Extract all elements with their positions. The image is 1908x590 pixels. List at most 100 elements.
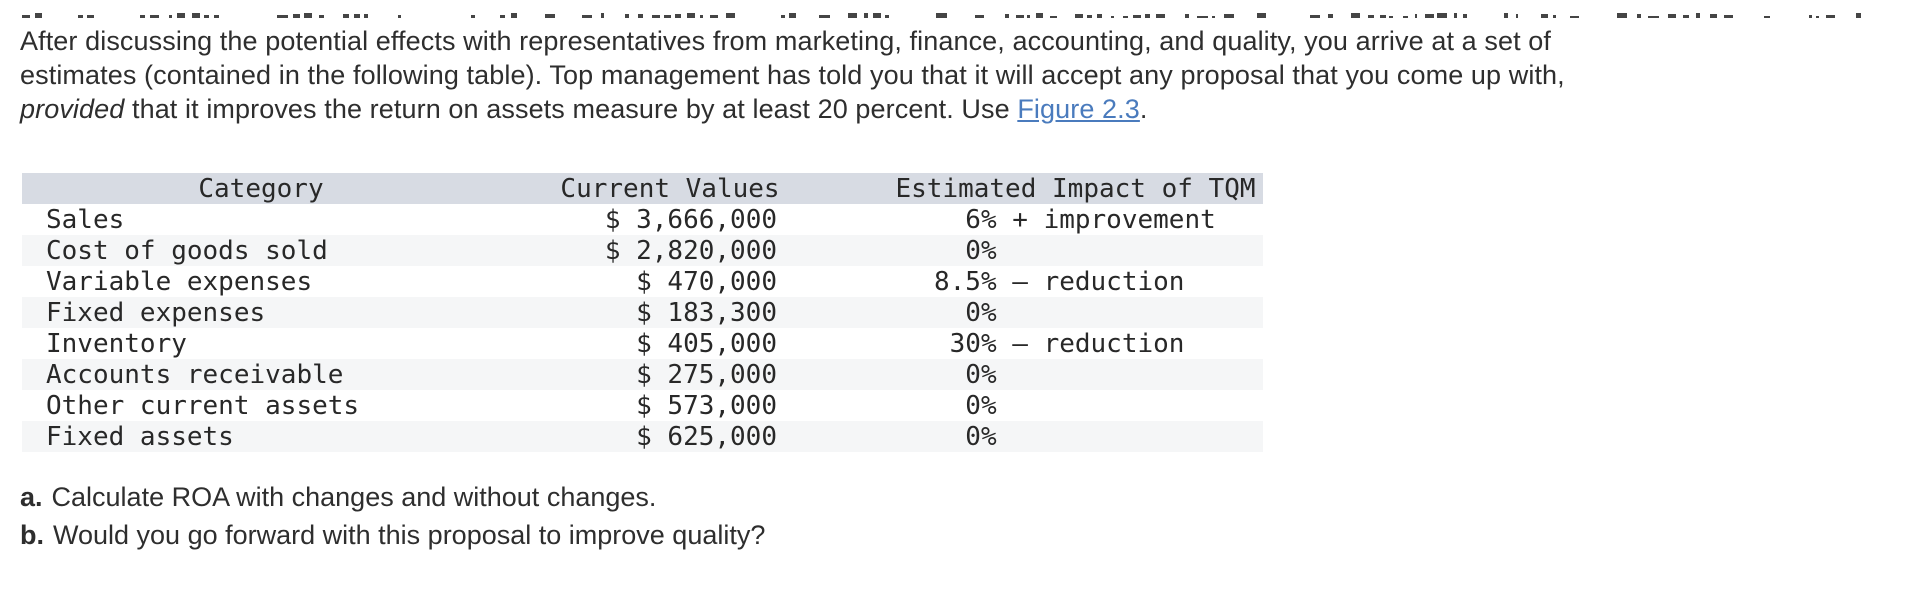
- letter-fragment: [1350, 13, 1361, 18]
- current-value-cell: $ 405,000: [636, 328, 777, 359]
- category-cell: Cost of goods sold: [46, 235, 328, 266]
- question-a-text: Calculate ROA with changes and without c…: [51, 482, 657, 512]
- letter-fragment: [1463, 14, 1467, 18]
- letter-fragment: [699, 14, 704, 18]
- letter-fragment: [1616, 13, 1628, 18]
- current-value-cell: $ 2,820,000: [604, 235, 777, 266]
- letter-fragment: [863, 13, 869, 18]
- letter-fragment: [1683, 15, 1689, 18]
- letter-fragment: [1723, 14, 1734, 18]
- letter-fragment: [500, 14, 506, 18]
- letter-fragment: [204, 14, 210, 18]
- letter-fragment: [1133, 15, 1141, 18]
- letter-fragment: [725, 13, 735, 18]
- letter-fragment: [354, 13, 360, 18]
- letter-fragment: [663, 14, 672, 18]
- letter-fragment: [1027, 15, 1030, 18]
- impact-cell: 0%: [934, 359, 997, 390]
- letter-fragment: [1327, 13, 1334, 18]
- letter-fragment: [304, 12, 312, 18]
- current-value-cell: $ 275,000: [636, 359, 777, 390]
- letter-fragment: [1096, 14, 1102, 18]
- letter-fragment: [885, 15, 889, 18]
- paragraph-line: estimates (contained in the following ta…: [20, 58, 1565, 92]
- letter-fragment: [398, 15, 402, 18]
- paragraph-line: provided that it improves the return on …: [20, 92, 1565, 126]
- questions-block: a. Calculate ROA with changes and without…: [20, 478, 765, 554]
- letter-fragment: [1380, 15, 1386, 18]
- letter-fragment: [191, 12, 200, 18]
- impact-cell: 6% + improvement: [934, 204, 1216, 235]
- table-row: Fixed expenses $ 183,300 0%: [22, 297, 1263, 328]
- letter-fragment: [364, 14, 369, 18]
- letter-fragment: [318, 15, 325, 18]
- letter-fragment: [709, 15, 719, 18]
- category-cell: Accounts receivable: [46, 359, 344, 390]
- letter-fragment: [1389, 15, 1394, 18]
- letter-fragment: [150, 15, 159, 18]
- table-row: Sales $ 3,666,000 6% + improvement: [22, 204, 1263, 235]
- current-value-cell: $ 3,666,000: [604, 204, 777, 235]
- letter-fragment: [788, 13, 796, 18]
- tqm-estimates-table: Category Current Values Estimated Impact…: [22, 173, 1263, 452]
- letter-fragment: [1212, 15, 1216, 18]
- tqm-table-body: Sales $ 3,666,000 6% + improvement Cost of…: [22, 204, 1263, 452]
- letter-fragment: [1636, 13, 1641, 18]
- letter-fragment: [675, 14, 682, 18]
- category-cell: Inventory: [46, 328, 187, 359]
- table-row: Accounts receivable $ 275,000 0%: [22, 359, 1263, 390]
- impact-cell: 0%: [934, 235, 997, 266]
- letter-fragment: [87, 14, 94, 18]
- letter-fragment: [1005, 14, 1009, 18]
- category-cell: Sales: [46, 204, 125, 235]
- paragraph-text: that it improves the return on assets me…: [124, 94, 1018, 124]
- question-b: b. Would you go forward with this proposa…: [20, 516, 765, 554]
- table-row: Fixed assets $ 625,000 0%: [22, 421, 1263, 452]
- letter-fragment: [1145, 14, 1150, 18]
- paragraph-text: estimates (contained in the following ta…: [20, 60, 1565, 90]
- letter-fragment: [22, 14, 31, 18]
- paragraph-text: provided: [20, 94, 125, 124]
- letter-fragment: [1541, 13, 1549, 18]
- letter-fragment: [1415, 13, 1418, 18]
- letter-fragment: [1155, 13, 1165, 18]
- current-value-cell: $ 625,000: [636, 421, 777, 452]
- letter-fragment: [625, 14, 629, 18]
- letter-fragment: [1763, 15, 1771, 18]
- table-header-row: Category Current Values Estimated Impact…: [22, 173, 1263, 204]
- letter-fragment: [1816, 15, 1819, 18]
- letter-fragment: [651, 15, 660, 18]
- figure-2-3-link[interactable]: Figure 2.3: [1017, 94, 1140, 124]
- letter-fragment: [975, 15, 985, 18]
- letter-fragment: [1856, 12, 1862, 18]
- letter-fragment: [276, 14, 288, 18]
- letter-fragment: [1808, 15, 1813, 18]
- letter-fragment: [1515, 13, 1519, 18]
- letter-fragment: [470, 15, 475, 18]
- current-value-cell: $ 573,000: [636, 390, 777, 421]
- letter-fragment: [847, 12, 858, 18]
- header-current-values: Current Values: [500, 173, 820, 204]
- letter-fragment: [1049, 15, 1057, 18]
- question-a-label: a.: [20, 482, 43, 512]
- table-row: Other current assets $ 573,000 0%: [22, 390, 1263, 421]
- header-estimated-impact: Estimated Impact of TQM: [820, 173, 1263, 204]
- letter-fragment: [780, 15, 786, 18]
- letter-fragment: [1016, 14, 1025, 18]
- letter-fragment: [872, 13, 881, 18]
- letter-fragment: [1709, 13, 1717, 18]
- letter-fragment: [1256, 13, 1267, 18]
- letter-fragment: [1503, 13, 1508, 18]
- letter-fragment: [637, 14, 643, 18]
- letter-fragment: [342, 14, 349, 18]
- letter-fragment: [1074, 14, 1083, 18]
- question-a: a. Calculate ROA with changes and without…: [20, 478, 765, 516]
- letter-fragment: [78, 14, 83, 18]
- letter-fragment: [1185, 13, 1190, 18]
- letter-fragment: [1569, 15, 1579, 18]
- letter-fragment: [582, 14, 593, 18]
- letter-fragment: [1424, 13, 1434, 18]
- current-value-cell: $ 183,300: [636, 297, 777, 328]
- letter-fragment: [686, 13, 695, 18]
- letter-fragment: [1196, 15, 1208, 18]
